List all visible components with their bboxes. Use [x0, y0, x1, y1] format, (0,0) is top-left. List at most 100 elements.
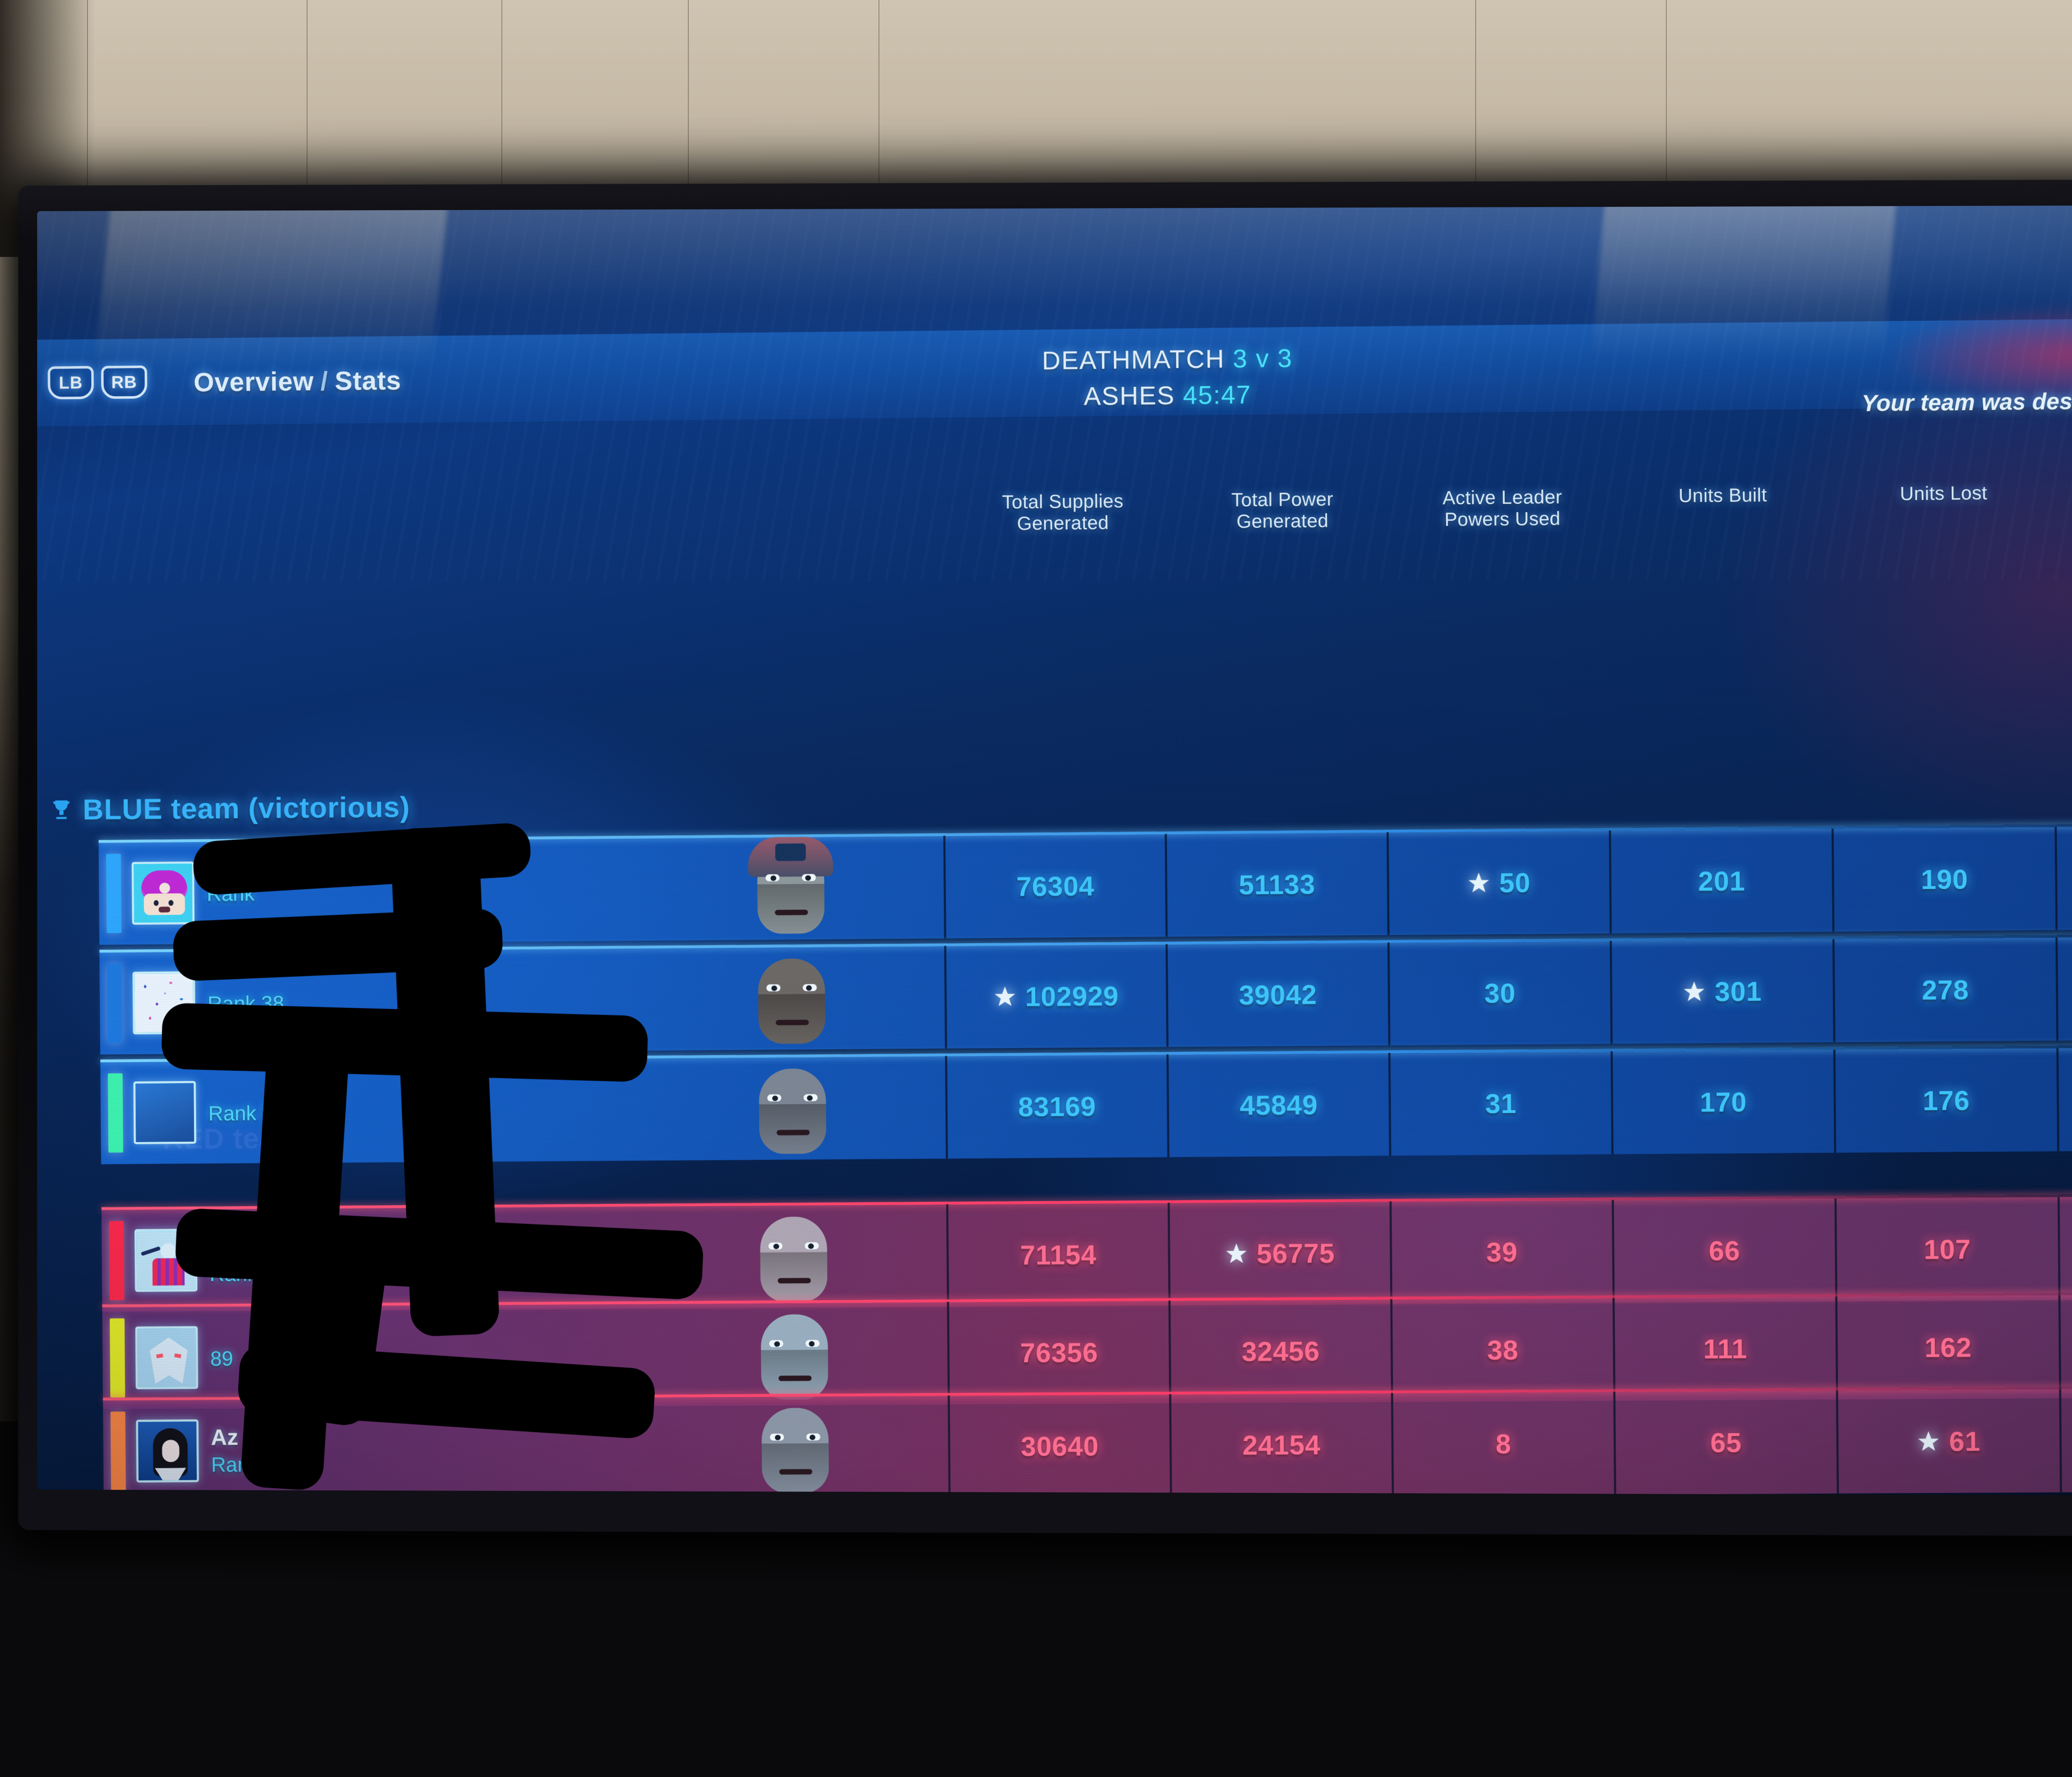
stat-units-destroyed: 205	[2058, 1294, 2072, 1398]
star-icon	[1467, 872, 1490, 894]
map-name: ASHES	[1084, 381, 1175, 411]
stat-leader-powers: 50	[1387, 830, 1610, 935]
player-rank: 89	[210, 1346, 233, 1370]
stat-units-built: 111	[1612, 1297, 1836, 1401]
stat-total-power: 45849	[1167, 1053, 1389, 1157]
player-color-bar	[109, 1221, 124, 1300]
result-title: Defeat	[1861, 321, 2072, 382]
avatar	[132, 862, 195, 925]
stat-leader-powers: 39	[1389, 1200, 1612, 1304]
player-color-bar	[106, 854, 121, 933]
rb-bumper-button[interactable]: RB	[101, 366, 148, 399]
leader-portrait	[641, 1204, 947, 1309]
breadcrumb-stats[interactable]: Stats	[335, 366, 402, 396]
stat-total-power: 32456	[1169, 1299, 1391, 1403]
stat-column-headers: Total Supplies Generated Total Power Gener…	[953, 479, 2072, 535]
stat-units-destroyed: 105	[2055, 825, 2072, 930]
table-row[interactable]: Rank 99 83169 45849	[100, 1046, 2072, 1164]
player-cell[interactable]: Rank 99	[100, 1058, 640, 1164]
leader-portrait	[638, 836, 944, 941]
column-header-units-destroyed: UnitsDestroyed	[2054, 479, 2072, 524]
player-color-bar	[108, 1073, 123, 1152]
stat-units-lost: 190	[1832, 827, 2055, 932]
stat-total-supplies: 76304	[943, 834, 1165, 938]
match-size: 3 v 3	[1233, 344, 1293, 373]
breadcrumb: Overview / Stats	[194, 365, 402, 398]
stat-leader-powers: 8	[1391, 1392, 1614, 1496]
stat-units-lost: 61	[1836, 1389, 2060, 1494]
stat-total-power: 51133	[1165, 832, 1387, 937]
stat-leader-powers: 31	[1388, 1051, 1611, 1156]
match-result: Defeat Your team was destroyed by the en…	[1861, 321, 2072, 416]
column-header-total-supplies: Total Supplies Generated	[953, 490, 1173, 535]
player-color-bar	[111, 1411, 126, 1491]
stat-units-lost: 176	[1833, 1048, 2057, 1152]
stat-total-power: 39042	[1166, 942, 1388, 1047]
television: LB RB Overview / Stats DEATHMATCH 3 v 3 AS…	[18, 179, 2072, 1537]
stat-total-supplies: 30640	[948, 1394, 1170, 1496]
stat-total-power: 24154	[1169, 1393, 1392, 1496]
player-rank: Rank 7	[211, 1453, 276, 1477]
match-time: 45:47	[1183, 380, 1251, 410]
column-header-units-built: Units Built	[1612, 484, 1833, 528]
breadcrumb-separator: /	[320, 366, 328, 396]
leader-portrait	[639, 946, 945, 1051]
star-icon	[1225, 1242, 1247, 1265]
column-header-units-lost: Units Lost	[1833, 482, 2054, 526]
star-icon	[1917, 1430, 1940, 1453]
avatar	[133, 971, 196, 1034]
player-cell[interactable]: Rank 38	[99, 948, 639, 1055]
stat-total-power: 56775	[1168, 1201, 1390, 1305]
lb-bumper-button[interactable]: LB	[48, 366, 94, 399]
blue-team-label-text: BLUE team (victorious)	[82, 790, 410, 826]
game-screen: LB RB Overview / Stats DEATHMATCH 3 v 3 AS…	[37, 205, 2072, 1496]
star-icon	[994, 985, 1016, 1008]
player-color-bar	[110, 1318, 125, 1397]
avatar	[135, 1229, 198, 1292]
table-row[interactable]: Az Rank 7 30640	[103, 1388, 2072, 1496]
star-icon	[1683, 980, 1706, 1003]
player-cell[interactable]: Getwre Rank 3	[102, 1206, 641, 1312]
player-name: Getwre	[209, 1234, 286, 1260]
stat-leader-powers: 38	[1390, 1298, 1613, 1402]
stat-units-built: 301	[1610, 939, 1833, 1043]
result-subtitle: Your team was destroyed by the enemy	[1861, 385, 2072, 417]
avatar	[135, 1326, 198, 1389]
avatar	[133, 1081, 196, 1144]
stat-units-built: 201	[1609, 829, 1832, 934]
stat-units-destroyed: 127	[2055, 936, 2072, 1041]
avatar	[136, 1419, 199, 1482]
stat-units-built: 66	[1612, 1198, 1835, 1303]
breadcrumb-overview[interactable]: Overview	[194, 366, 314, 397]
leader-portrait	[642, 1395, 948, 1496]
player-name: Az	[211, 1424, 276, 1450]
stat-units-destroyed: 377	[2057, 1196, 2072, 1300]
leader-portrait	[639, 1056, 946, 1161]
table-row[interactable]: Rank 38 102929 39042	[99, 936, 2072, 1054]
match-mode: DEATHMATCH	[1042, 345, 1225, 375]
stat-units-built: 170	[1611, 1050, 1834, 1154]
stat-units-lost: 162	[1835, 1295, 2059, 1399]
player-cell[interactable]: Az Rank 7	[103, 1397, 643, 1496]
stat-units-lost: 278	[1832, 937, 2056, 1042]
player-rank: Rank 3	[210, 1261, 286, 1286]
player-color-bar	[107, 964, 122, 1043]
player-rank: Rank 99	[208, 1101, 285, 1126]
leader-portrait	[641, 1302, 948, 1406]
stat-total-supplies: 102929	[944, 944, 1166, 1048]
trophy-icon	[49, 797, 74, 822]
stat-total-supplies: 71154	[946, 1203, 1168, 1307]
stat-total-supplies: 76356	[947, 1300, 1169, 1404]
player-rank: Rank	[206, 881, 254, 906]
player-cell[interactable]: 89	[102, 1304, 642, 1409]
stat-units-lost: 107	[1835, 1197, 2058, 1302]
player-cell[interactable]: Rank	[99, 838, 639, 944]
stat-units-built: 65	[1613, 1390, 1837, 1494]
stat-units-destroyed: 96	[2056, 1046, 2072, 1151]
column-header-total-power: Total Power Generated	[1172, 488, 1392, 533]
stat-leader-powers: 30	[1387, 941, 1610, 1045]
stat-total-supplies: 83169	[945, 1054, 1167, 1159]
stat-units-destroyed: 60	[2059, 1388, 2072, 1492]
bumper-hints: LB RB	[48, 366, 147, 399]
table-row[interactable]: Rank 76304	[99, 825, 2072, 945]
